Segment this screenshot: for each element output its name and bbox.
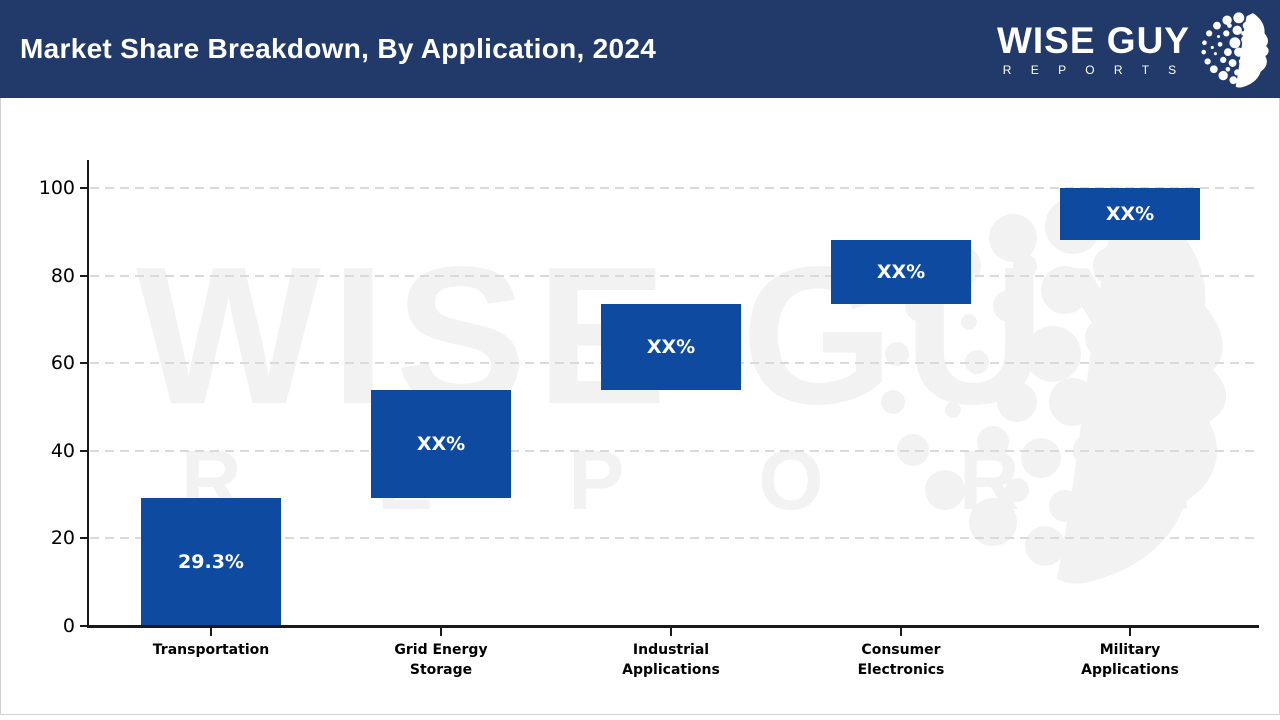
y-tick-mark-100 [80, 187, 88, 189]
bar-value-label: 29.3% [178, 550, 244, 573]
x-tick-mark [900, 628, 902, 636]
x-category-label: Grid Energy Storage [394, 642, 488, 678]
gridline-40 [90, 449, 1259, 452]
x-category-label: Military Applications [1081, 642, 1179, 678]
chart-card: WISE GUY R E P O R T S 02040608010029.3%… [0, 98, 1280, 715]
x-axis-line [87, 625, 1259, 628]
bar-value-label: XX% [1105, 203, 1155, 226]
bar-value-label: XX% [416, 432, 466, 455]
x-tick-mark [670, 628, 672, 636]
y-tick-label-100: 100 [38, 177, 75, 199]
y-tick-mark-60 [80, 362, 88, 365]
bar-value-label: XX% [876, 261, 926, 284]
wise-guy-reports-logo: WISE GUY R E P O R T S [997, 0, 1270, 98]
bar-transportation [141, 497, 281, 626]
y-tick-label-0: 0 [62, 615, 75, 637]
chart-title: Market Share Breakdown, By Application, … [20, 33, 657, 64]
y-tick-label-60: 60 [50, 352, 75, 375]
bar-military-applications [1060, 188, 1200, 241]
header-band: Market Share Breakdown, By Application, … [0, 0, 1280, 98]
bar-industrial-applications [601, 304, 741, 390]
y-tick-mark-0 [80, 625, 88, 627]
logo-brand-text: WISE GUY [996, 19, 1190, 61]
x-category-label: Industrial Applications [622, 642, 720, 678]
gridline-20 [90, 537, 1259, 540]
y-tick-mark-20 [80, 537, 88, 540]
y-tick-label-40: 40 [50, 439, 75, 462]
logo-text-block: WISE GUY R E P O R T S [997, 22, 1190, 77]
y-tick-mark-40 [80, 449, 88, 452]
bar-grid-energy-storage [371, 389, 511, 498]
bar-consumer-electronics [831, 240, 971, 305]
x-tick-mark [440, 628, 442, 636]
y-tick-label-20: 20 [50, 527, 75, 550]
x-tick-mark [1129, 628, 1131, 636]
logo-sub-text: R E P O R T S [1002, 62, 1185, 77]
gridline-80 [90, 274, 1259, 277]
x-category-label: Transportation [152, 642, 270, 658]
x-category-label: Consumer Electronics [857, 642, 945, 678]
x-tick-mark [210, 628, 212, 636]
bar-value-label: XX% [646, 335, 696, 358]
y-tick-mark-80 [80, 274, 88, 277]
dotted-head-profile-icon [1201, 12, 1269, 88]
y-axis-line [87, 160, 89, 628]
gridline-100 [90, 187, 1259, 189]
y-tick-label-80: 80 [50, 264, 75, 287]
